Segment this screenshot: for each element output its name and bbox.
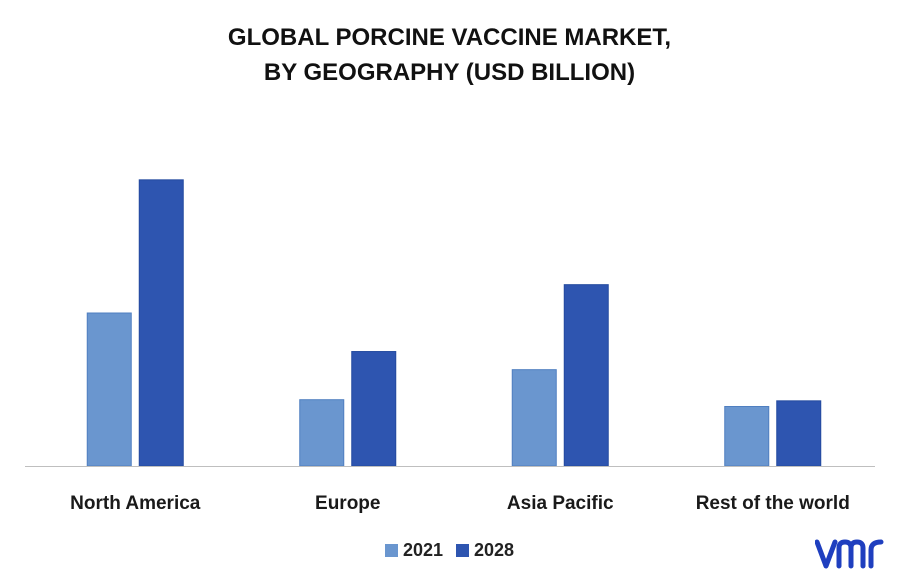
vmr-logo	[814, 536, 887, 577]
x-tick-label: Europe	[315, 493, 380, 514]
legend-item-2021: 2021	[384, 540, 443, 561]
legend: 2021 2028	[0, 540, 899, 562]
bar-2028-rest-of-the-world	[776, 400, 822, 467]
vmr-logo-icon	[814, 539, 884, 569]
x-tick-label: North America	[70, 493, 201, 514]
legend-label-2028: 2028	[474, 540, 515, 560]
legend-label-2021: 2021	[402, 540, 443, 560]
chart-title-line-1: GLOBAL PORCINE VACCINE MARKET,	[227, 24, 672, 51]
bar-2021-north-america	[86, 312, 132, 467]
bar-2021-asia-pacific	[511, 369, 557, 467]
bar-2028-europe	[351, 351, 397, 467]
chart-title: GLOBAL PORCINE VACCINE MARKET, BY GEOGRA…	[0, 20, 899, 90]
bar-2021-europe	[299, 399, 345, 467]
x-tick-label: Rest of the world	[696, 493, 850, 514]
legend-item-2028: 2028	[456, 540, 514, 561]
x-tick-label: Asia Pacific	[507, 493, 614, 514]
legend-swatch-2028	[456, 544, 469, 557]
bar-2028-north-america	[138, 179, 184, 467]
legend-swatch-2021	[384, 544, 398, 557]
bar-2021-rest-of-the-world	[724, 406, 770, 467]
chart-title-line-2: BY GEOGRAPHY (USD BILLION)	[263, 59, 636, 86]
bar-2028-asia-pacific	[563, 284, 609, 467]
